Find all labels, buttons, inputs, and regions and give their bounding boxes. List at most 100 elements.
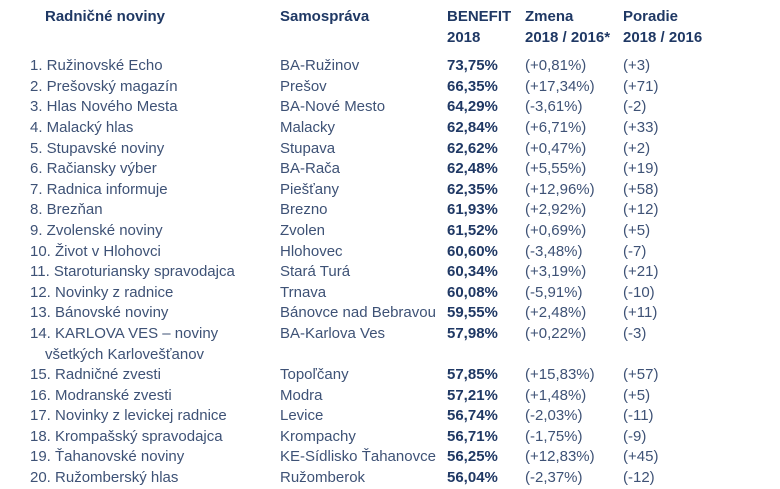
cell-benefit-value: 64,29% [447, 98, 498, 116]
cell-municipality: Krompachy [280, 427, 356, 445]
newspaper-name: 12. Novinky z radnice [30, 283, 174, 301]
cell-rank-change-value: (+21) [623, 263, 659, 281]
cell-newspaper: 9. Zvolenské noviny [0, 221, 280, 242]
cell-benefit-value: 60,60% [447, 242, 498, 260]
newspaper-name: 8. Brezňan [30, 201, 103, 219]
cell-change-value: (+0,69%) [525, 221, 587, 239]
cell-newspaper: 13. Bánovské noviny [0, 303, 280, 324]
cell-municipality: Brezno [280, 201, 328, 219]
cell-change-value: (-3,61%) [525, 98, 583, 116]
cell-rank-change-value: (-2) [623, 98, 647, 116]
cell-rank-change-value: (+58) [623, 180, 659, 198]
cell-change-value: (+0,81%) [525, 57, 587, 75]
cell-rank-change-value: (+33) [623, 118, 659, 136]
cell-municipality: KE-Sídlisko Ťahanovce [280, 448, 436, 466]
table-row: 8. Brezňan Brezno 61,93% (+2,92%) (+12) [0, 200, 780, 221]
table-row: 13. Bánovské noviny Bánovce nad Bebravou… [0, 303, 780, 324]
cell-newspaper: 2. Prešovský magazín [0, 77, 280, 98]
cell-newspaper: 1. Ružinovské Echo [0, 56, 280, 77]
cell-newspaper: 5. Stupavské noviny [0, 139, 280, 160]
cell-change-value: (+15,83%) [525, 366, 595, 384]
cell-benefit-value: 56,25% [447, 448, 498, 466]
newspaper-name: 13. Bánovské noviny [30, 304, 169, 322]
cell-rank-change-value: (+3) [623, 57, 651, 75]
cell-municipality: Bánovce nad Bebravou [280, 304, 436, 322]
cell-rank-change-value: (-7) [623, 242, 647, 260]
cell-municipality: Malacky [280, 118, 336, 136]
cell-rank-change-value: (+5) [623, 386, 651, 404]
cell-benefit-value: 60,08% [447, 283, 498, 301]
header-rank-change-label: Poradie [623, 8, 679, 25]
cell-municipality: Modra [280, 386, 323, 404]
cell-municipality: Piešťany [280, 180, 339, 198]
cell-change-value: (+1,48%) [525, 386, 587, 404]
cell-rank-change-value: (-11) [623, 407, 654, 425]
table-row: 18. Krompašský spravodajca Krompachy 56,… [0, 427, 780, 448]
table-row: 10. Život v Hlohovci Hlohovec 60,60% (-3… [0, 242, 780, 263]
newspaper-name: 17. Novinky z levickej radnice [30, 407, 227, 425]
cell-newspaper: 6. Račiansky výber [0, 159, 280, 180]
cell-change-value: (+5,55%) [525, 160, 587, 178]
cell-benefit-value: 59,55% [447, 304, 498, 322]
cell-rank-change-value: (-3) [623, 324, 647, 342]
cell-change-value: (+0,47%) [525, 139, 587, 157]
table-header-row: Radničné noviny Samospráva BENEFIT 2018 … [0, 7, 780, 48]
cell-benefit-value: 66,35% [447, 77, 498, 95]
cell-benefit-value: 56,74% [447, 407, 498, 425]
header-rank-change-sublabel: 2018 / 2016 [623, 28, 703, 46]
cell-newspaper: 3. Hlas Nového Mesta [0, 97, 280, 118]
table-body: 1. Ružinovské Echo BA-Ružinov 73,75% (+0… [0, 56, 780, 488]
newspaper-name: 18. Krompašský spravodajca [30, 427, 223, 445]
cell-benefit-value: 73,75% [447, 57, 498, 75]
table-row: 7. Radnica informuje Piešťany 62,35% (+1… [0, 180, 780, 201]
cell-municipality: Stupava [280, 139, 336, 157]
newspaper-name: 7. Radnica informuje [30, 180, 168, 198]
cell-change-value: (+2,92%) [525, 201, 587, 219]
table-row: 19. Ťahanovské noviny KE-Sídlisko Ťahano… [0, 447, 780, 468]
newspaper-name: 14. KARLOVA VES – noviny [30, 324, 219, 342]
table-row: 4. Malacký hlas Malacky 62,84% (+6,71%) … [0, 118, 780, 139]
newspaper-name: 9. Zvolenské noviny [30, 221, 163, 239]
cell-municipality: BA-Ružinov [280, 57, 360, 75]
header-benefit-label: BENEFIT [447, 8, 512, 25]
newspaper-name: 6. Račiansky výber [30, 160, 157, 178]
cell-municipality: Prešov [280, 77, 327, 95]
cell-benefit-value: 62,48% [447, 160, 498, 178]
cell-newspaper: 19. Ťahanovské noviny [0, 447, 280, 468]
cell-benefit-value: 57,85% [447, 366, 498, 384]
cell-municipality: BA-Rača [280, 160, 341, 178]
cell-newspaper: 10. Život v Hlohovci [0, 242, 280, 263]
newspaper-name: 5. Stupavské noviny [30, 139, 165, 157]
cell-change-value: (+2,48%) [525, 304, 587, 322]
header-benefit-sublabel: 2018 [447, 28, 481, 46]
cell-municipality: BA-Karlova Ves [280, 324, 386, 342]
newspaper-name: 20. Ružomberský hlas [30, 469, 179, 487]
newspaper-name: 1. Ružinovské Echo [30, 57, 163, 75]
cell-change-value: (+6,71%) [525, 118, 587, 136]
cell-newspaper: 8. Brezňan [0, 200, 280, 221]
cell-newspaper: 17. Novinky z levickej radnice [0, 406, 280, 427]
cell-change-value: (+12,96%) [525, 180, 595, 198]
cell-newspaper: 18. Krompašský spravodajca [0, 427, 280, 448]
cell-change-value: (+3,19%) [525, 263, 587, 281]
table-row: 16. Modranské zvesti Modra 57,21% (+1,48… [0, 386, 780, 407]
table-row: 14. KARLOVA VES – noviny všetkých Karlov… [0, 324, 780, 365]
table-row: 3. Hlas Nového Mesta BA-Nové Mesto 64,29… [0, 97, 780, 118]
table-row: 2. Prešovský magazín Prešov 66,35% (+17,… [0, 77, 780, 98]
table-row: 6. Račiansky výber BA-Rača 62,48% (+5,55… [0, 159, 780, 180]
cell-rank-change-value: (+71) [623, 77, 659, 95]
cell-newspaper: 4. Malacký hlas [0, 118, 280, 139]
header-rank-change-column: Poradie 2018 / 2016 [623, 7, 780, 48]
cell-rank-change-value: (+12) [623, 201, 659, 219]
table-row: 17. Novinky z levickej radnice Levice 56… [0, 406, 780, 427]
table-row: 11. Staroturiansky spravodajca Stará Tur… [0, 262, 780, 283]
cell-benefit-value: 61,52% [447, 221, 498, 239]
table-row: 20. Ružomberský hlas Ružomberok 56,04% (… [0, 468, 780, 489]
cell-municipality: Topoľčany [280, 366, 349, 384]
cell-municipality: Zvolen [280, 221, 326, 239]
cell-rank-change-value: (+2) [623, 139, 651, 157]
header-municipality-column: Samospráva [280, 7, 447, 28]
cell-change-value: (+17,34%) [525, 77, 595, 95]
table-row: 5. Stupavské noviny Stupava 62,62% (+0,4… [0, 139, 780, 160]
